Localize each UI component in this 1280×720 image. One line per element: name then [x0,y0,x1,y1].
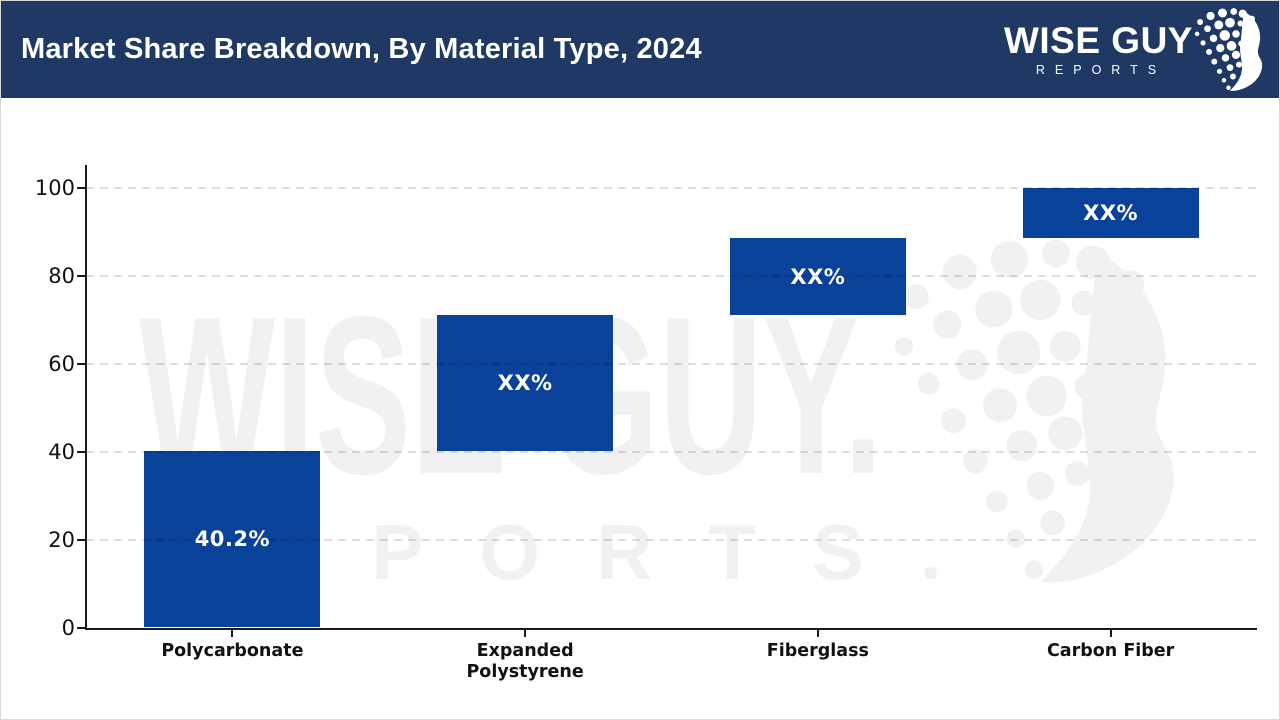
y-axis-tick-0 [77,626,85,629]
bar-carbon-fiber: XX% [1022,188,1199,239]
y-axis-tick-60 [77,362,85,365]
x-axis-label-expanded-polystyrene: Expanded Polystyrene [466,641,584,682]
gridline-80 [86,274,1257,277]
logo-wordmark: WISE GUY [1003,20,1193,61]
bar-value-label: XX% [1083,201,1139,226]
bar-value-label: XX% [497,371,553,396]
y-axis-spine [84,165,87,629]
wiseguy-logo: WISE GUY REPORTS [1004,7,1265,93]
y-axis-tick-label-20: 20 [48,527,75,552]
header: Market Share Breakdown, By Material Type… [1,1,1279,98]
x-axis-tick-carbon-fiber [1109,630,1112,637]
y-axis-tick-label-40: 40 [48,439,75,464]
logo-face-icon [1194,7,1263,91]
bar-expanded-polystyrene: XX% [437,315,614,451]
y-axis-tick-label-100: 100 [34,176,75,200]
y-axis-tick-label-60: 60 [48,351,75,376]
y-axis-tick-100 [77,187,85,189]
x-axis-tick-polycarbonate [231,630,234,637]
bar-polycarbonate: 40.2% [144,450,321,628]
gridline-40 [86,450,1257,453]
y-axis-tick-80 [77,274,85,277]
page-title: Market Share Breakdown, By Material Type… [21,33,702,65]
gridline-100 [86,187,1257,189]
bar-value-label: XX% [790,264,846,289]
y-axis-tick-20 [77,538,85,541]
bar-fiberglass: XX% [729,238,906,316]
x-axis-label-polycarbonate: Polycarbonate [161,641,304,661]
x-axis-label-fiberglass: Fiberglass [766,641,869,661]
bar-value-label: 40.2% [194,527,271,552]
y-axis-tick-label-0: 0 [61,615,75,640]
x-axis-spine [84,627,1257,630]
y-axis-tick-label-80: 80 [48,263,75,288]
gridline-20 [86,538,1257,541]
x-axis-label-carbon-fiber: Carbon Fiber [1046,641,1175,661]
logo-subtitle: REPORTS [1035,63,1167,77]
x-axis-tick-expanded-polystyrene [524,630,527,637]
gridline-60 [86,362,1257,365]
y-axis-tick-40 [77,450,85,453]
x-axis-tick-fiberglass [816,630,819,637]
